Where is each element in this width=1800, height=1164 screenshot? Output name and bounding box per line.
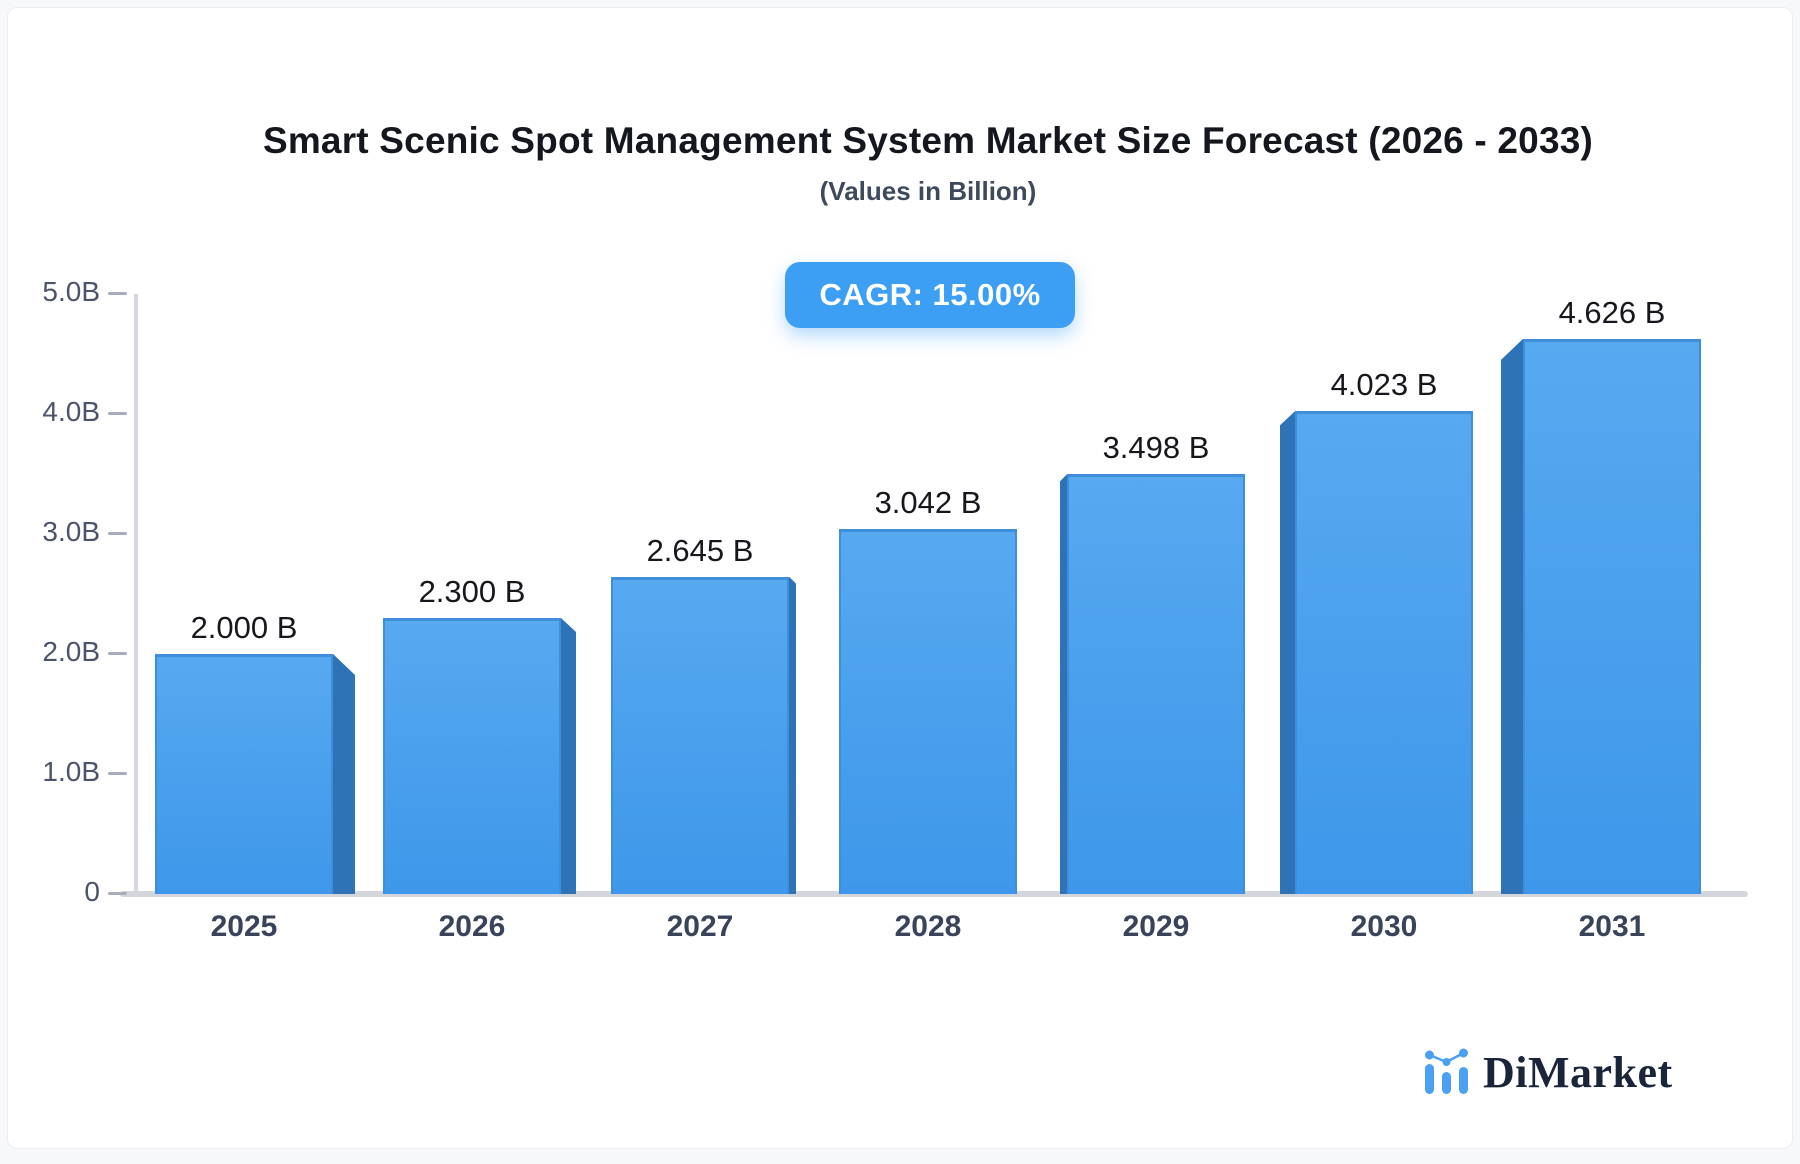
brand-name: DiMarket xyxy=(1483,1047,1673,1097)
y-axis-line xyxy=(134,294,138,894)
brand-watermark: DiMarket xyxy=(1421,1046,1673,1098)
bar-value-label-2026: 2.300 B xyxy=(418,574,526,609)
bar-3d-side-2026 xyxy=(561,618,576,894)
bar-2025 xyxy=(155,654,333,894)
bar-2026 xyxy=(383,618,561,894)
bar-value-label-2025: 2.000 B xyxy=(190,610,298,645)
bar-3d-side-2031 xyxy=(1501,338,1523,894)
cagr-badge: CAGR: 15.00% xyxy=(785,262,1075,328)
y-axis-tick-mark xyxy=(108,412,127,415)
x-axis-tick-label-2030: 2030 xyxy=(1350,910,1418,943)
bar-2027 xyxy=(611,576,789,894)
x-axis-line xyxy=(120,891,1748,897)
x-axis-tick-label-2029: 2029 xyxy=(1122,910,1190,943)
y-axis-tick-label: 3.0B xyxy=(42,516,100,547)
y-axis-tick-label: 4.0B xyxy=(42,396,100,427)
y-axis-tick-mark xyxy=(108,652,127,655)
bar-value-label-2030: 4.023 B xyxy=(1330,367,1438,403)
bar-2030 xyxy=(1295,411,1473,894)
y-axis-tick-label: 0 xyxy=(84,876,100,907)
y-axis-tick-label: 2.0B xyxy=(42,636,100,667)
bar-value-label-2029: 3.498 B xyxy=(1102,430,1210,466)
chart-subtitle: (Values in Billion) xyxy=(819,176,1037,206)
bar-value-label-2028: 3.042 B xyxy=(874,484,982,520)
y-axis-tick-label: 5.0B xyxy=(42,276,100,307)
cagr-badge-label: CAGR: 15.00% xyxy=(819,277,1041,312)
bar-3d-side-2025 xyxy=(333,654,355,894)
x-axis-tick-label-2027: 2027 xyxy=(666,910,734,943)
bar-3d-side-2027 xyxy=(789,576,796,894)
bar-3d-side-2029 xyxy=(1060,474,1067,894)
bar-value-label-2031: 4.626 B xyxy=(1558,294,1666,330)
y-axis-tick-mark xyxy=(108,292,127,295)
bar-value-label-2027: 2.645 B xyxy=(646,532,754,568)
x-axis-tick-label-2026: 2026 xyxy=(438,910,506,943)
chart-title: Smart Scenic Spot Management System Mark… xyxy=(262,120,1594,161)
chart-card: Smart Scenic Spot Management System Mark… xyxy=(7,7,1793,1149)
bar-3d-side-2030 xyxy=(1280,411,1295,894)
bar-2031 xyxy=(1523,338,1701,894)
bar-2028 xyxy=(839,528,1017,894)
bar-2029 xyxy=(1067,474,1245,894)
y-axis-tick-label: 1.0B xyxy=(42,756,100,787)
x-axis-tick-label-2031: 2031 xyxy=(1578,910,1646,943)
y-axis-tick-mark xyxy=(108,892,127,895)
bar-chart-plot-area: 0 1.0B 2.0B 3.0B 4.0B 5.0B 2.000 B 2025 2.300 B 2… xyxy=(8,8,1800,1164)
bar-chart-trend-icon xyxy=(1425,1048,1468,1094)
y-axis-tick-mark xyxy=(108,772,127,775)
y-axis-tick-mark xyxy=(108,532,127,535)
x-axis-tick-label-2028: 2028 xyxy=(894,910,962,943)
x-axis-tick-label-2025: 2025 xyxy=(210,910,278,943)
